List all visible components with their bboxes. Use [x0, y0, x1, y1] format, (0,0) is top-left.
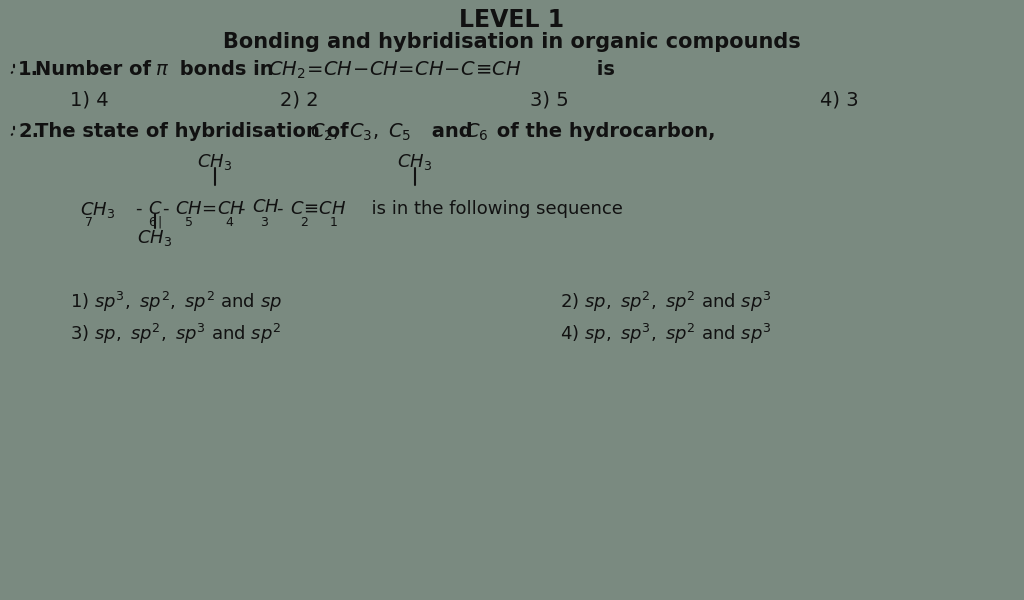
Text: -: - — [238, 200, 245, 218]
Text: $C_2,\ C_3,\ C_5$: $C_2,\ C_3,\ C_5$ — [310, 122, 412, 143]
Text: 1) 4: 1) 4 — [70, 90, 109, 109]
Text: Bonding and hybridisation in organic compounds: Bonding and hybridisation in organic com… — [223, 32, 801, 52]
Text: LEVEL 1: LEVEL 1 — [460, 8, 564, 32]
Text: -: - — [276, 200, 283, 218]
Text: -: - — [135, 200, 141, 218]
Text: $CH$: $CH$ — [252, 198, 280, 216]
Text: 5: 5 — [185, 216, 193, 229]
Text: $CH_3$: $CH_3$ — [80, 200, 115, 220]
Text: -: - — [162, 200, 169, 218]
Text: and: and — [425, 122, 479, 141]
Text: 2.: 2. — [18, 122, 39, 141]
Text: 4: 4 — [225, 216, 232, 229]
Text: $CH_3$: $CH_3$ — [198, 152, 232, 172]
Text: 3) $sp,\ sp^2,\ sp^3$ and $sp^2$: 3) $sp,\ sp^2,\ sp^3$ and $sp^2$ — [70, 322, 282, 346]
Text: bonds in: bonds in — [173, 60, 281, 79]
Text: 4) $sp,\ sp^3,\ sp^2$ and $sp^3$: 4) $sp,\ sp^3,\ sp^2$ and $sp^3$ — [560, 322, 771, 346]
Text: 1: 1 — [330, 216, 338, 229]
Text: $CH\!=\!CH$: $CH\!=\!CH$ — [175, 200, 245, 218]
Text: 7: 7 — [85, 216, 93, 229]
Text: 2) $sp,\ sp^2,\ sp^2$ and $sp^3$: 2) $sp,\ sp^2,\ sp^2$ and $sp^3$ — [560, 290, 771, 314]
Text: 4) 3: 4) 3 — [820, 90, 859, 109]
Text: |: | — [157, 216, 161, 229]
Text: 2: 2 — [300, 216, 308, 229]
Text: $CH_3$: $CH_3$ — [137, 228, 172, 248]
Text: $C_6$: $C_6$ — [465, 122, 488, 143]
Text: is in the following sequence: is in the following sequence — [360, 200, 623, 218]
Text: 3: 3 — [260, 216, 268, 229]
Text: 3) 5: 3) 5 — [530, 90, 568, 109]
Text: is: is — [590, 60, 614, 79]
Text: of the hydrocarbon,: of the hydrocarbon, — [490, 122, 716, 141]
Text: $\pi$: $\pi$ — [155, 60, 169, 79]
Text: $C$: $C$ — [148, 200, 163, 218]
Text: $CH_2\!=\!CH\!-\!CH\!=\!CH\!-\!C\!\equiv\!CH$: $CH_2\!=\!CH\!-\!CH\!=\!CH\!-\!C\!\equiv… — [268, 60, 522, 81]
Text: 1) $sp^3,\ sp^2,\ sp^2$ and $sp$: 1) $sp^3,\ sp^2,\ sp^2$ and $sp$ — [70, 290, 282, 314]
Text: 1.: 1. — [18, 60, 39, 79]
Text: Number of: Number of — [35, 60, 158, 79]
Text: 6: 6 — [148, 216, 156, 229]
Text: $C\!\equiv\!CH$: $C\!\equiv\!CH$ — [290, 200, 346, 218]
Text: $CH_3$: $CH_3$ — [397, 152, 432, 172]
Text: 2) 2: 2) 2 — [280, 90, 318, 109]
Text: The state of hybridisation of: The state of hybridisation of — [35, 122, 355, 141]
